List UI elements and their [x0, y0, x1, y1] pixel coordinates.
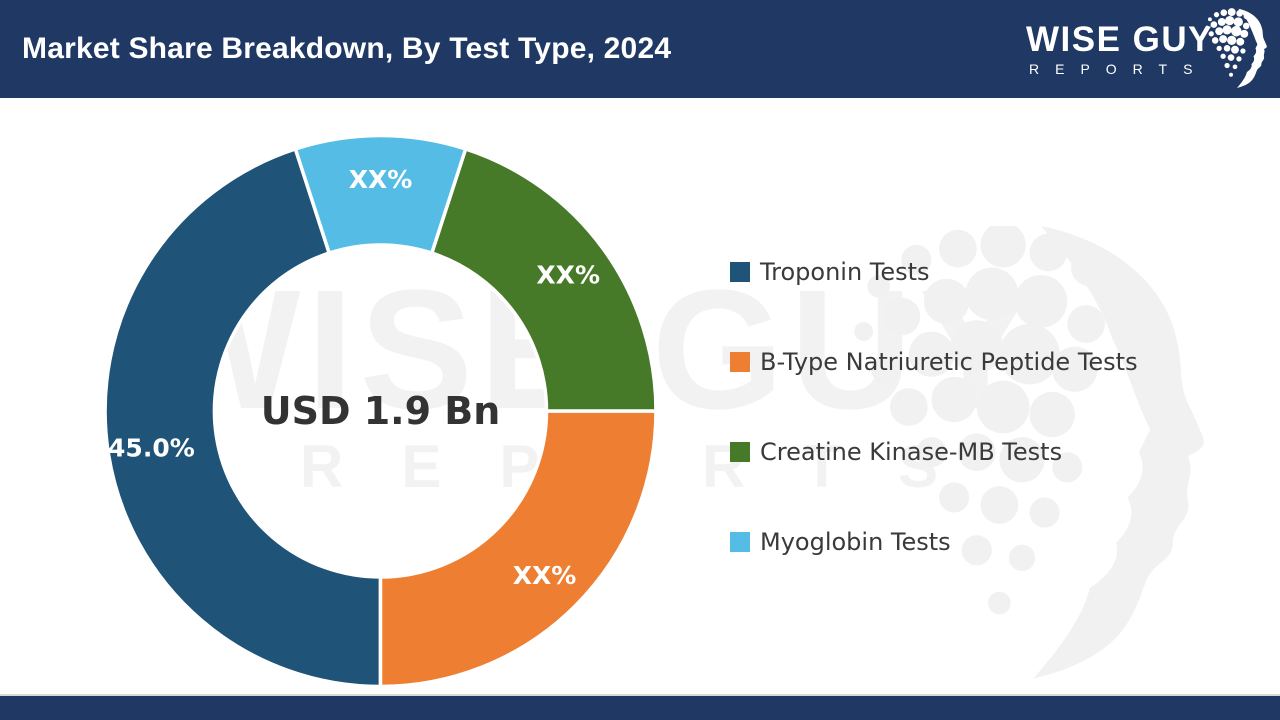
- wiseguy-logo: WISE GUY REPORTS: [1026, 6, 1270, 92]
- page-title: Market Share Breakdown, By Test Type, 20…: [22, 32, 672, 65]
- chart-center-label: USD 1.9 Bn: [261, 389, 501, 433]
- legend-label-troponin: Troponin Tests: [760, 258, 930, 286]
- legend-item-myoglobin: Myoglobin Tests: [730, 522, 1138, 562]
- slice-label-ckmb: XX%: [536, 261, 600, 290]
- legend-swatch-bnp: [730, 352, 750, 372]
- legend-swatch-troponin: [730, 262, 750, 282]
- legend-item-troponin: Troponin Tests: [730, 252, 1138, 292]
- logo-wordmark: WISE GUY: [1026, 20, 1214, 59]
- slice-label-bnp: XX%: [513, 561, 577, 590]
- slice-label-troponin: 45.0%: [108, 433, 195, 462]
- slice-label-myoglobin: XX%: [349, 165, 413, 194]
- legend-swatch-ckmb: [730, 442, 750, 462]
- logo-subtitle: REPORTS: [1029, 61, 1209, 77]
- wiseguy-face-watermark-icon: [832, 222, 1212, 686]
- legend-label-bnp: B-Type Natriuretic Peptide Tests: [760, 348, 1138, 376]
- legend-swatch-myoglobin: [730, 532, 750, 552]
- legend-label-myoglobin: Myoglobin Tests: [760, 528, 951, 556]
- footer-bar: [0, 694, 1280, 720]
- logo-text: WISE GUY REPORTS: [1026, 22, 1213, 77]
- pie-slice-myoglobin: [293, 133, 468, 255]
- legend-item-ckmb: Creatine Kinase-MB Tests: [730, 432, 1138, 472]
- chart-legend: Troponin Tests B-Type Natriuretic Peptide…: [730, 252, 1138, 612]
- legend-label-ckmb: Creatine Kinase-MB Tests: [760, 438, 1063, 466]
- header-bar: Market Share Breakdown, By Test Type, 20…: [0, 0, 1280, 98]
- pie-slice-ckmb: [430, 147, 658, 413]
- pie-slice-troponin: [103, 147, 383, 689]
- pie-slice-bnp: [378, 409, 658, 689]
- wiseguy-face-icon: [1202, 8, 1268, 90]
- legend-item-bnp: B-Type Natriuretic Peptide Tests: [730, 342, 1138, 382]
